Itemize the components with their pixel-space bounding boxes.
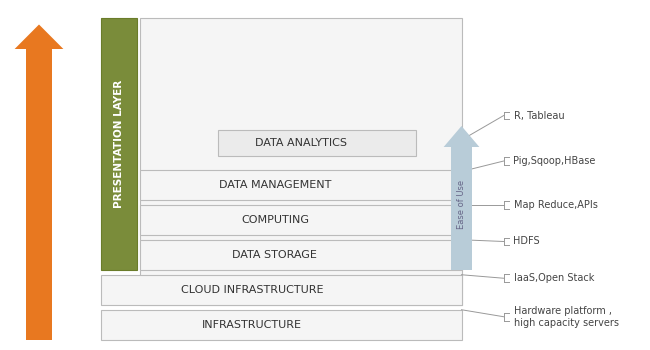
Text: Hardware platform ,
high capacity servers: Hardware platform , high capacity server… (514, 306, 619, 328)
Bar (101, 275, 461, 304)
Bar (451, 147, 472, 270)
Bar (140, 240, 462, 270)
Text: Pig,Sqoop,HBase: Pig,Sqoop,HBase (514, 156, 596, 166)
Text: Map Reduce,APIs: Map Reduce,APIs (514, 200, 597, 210)
Text: DATA ANALYTICS: DATA ANALYTICS (255, 138, 347, 148)
Text: PRESENTATION LAYER: PRESENTATION LAYER (114, 79, 124, 208)
Polygon shape (443, 126, 479, 147)
Text: DATA MANAGEMENT: DATA MANAGEMENT (218, 180, 331, 190)
Text: Ease of Use: Ease of Use (457, 180, 466, 229)
Text: IaaS,Open Stack: IaaS,Open Stack (514, 273, 594, 283)
Text: CLOUD INFRASTRUCTURE: CLOUD INFRASTRUCTURE (181, 285, 324, 295)
Bar (218, 130, 416, 156)
Bar (26, 49, 52, 340)
Bar (140, 170, 462, 200)
Bar (140, 205, 462, 235)
Text: DATA STORAGE: DATA STORAGE (233, 250, 317, 260)
Text: INFRASTRUCTURE: INFRASTRUCTURE (202, 320, 302, 330)
Bar (140, 18, 462, 304)
Text: BDaaS-Big Data-as-a-Service: BDaaS-Big Data-as-a-Service (12, 127, 21, 237)
Polygon shape (14, 25, 64, 49)
Text: HDFS: HDFS (514, 237, 540, 246)
Bar (101, 18, 136, 270)
Bar (101, 310, 461, 340)
Text: R, Tableau: R, Tableau (514, 111, 564, 120)
Text: COMPUTING: COMPUTING (241, 215, 309, 225)
